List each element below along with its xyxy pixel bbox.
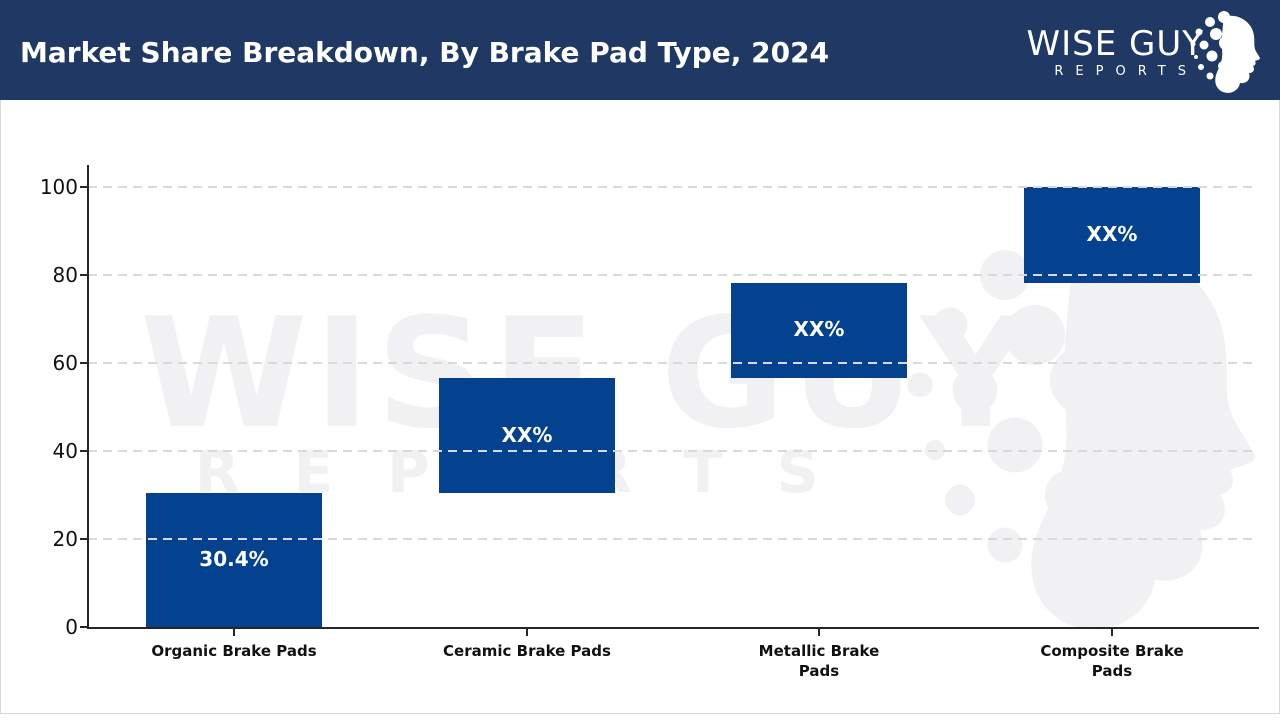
bar-value-label: XX% [793, 317, 845, 342]
y-tick-mark [80, 274, 87, 276]
x-category-label: Composite Brake Pads [1040, 642, 1184, 681]
logo-wordmark: WISE GUY [1026, 24, 1204, 64]
x-tick-mark [1111, 629, 1113, 636]
y-tick-mark [80, 450, 87, 452]
y-tick-label: 0 [65, 615, 78, 639]
x-category-label: Metallic Brake Pads [758, 642, 880, 681]
y-tick-label: 60 [52, 351, 78, 375]
waterfall-bar-segment [146, 493, 322, 627]
logo-subtitle: REPORTS [1054, 64, 1198, 79]
y-axis-line [87, 165, 89, 629]
y-tick-label: 40 [52, 439, 78, 463]
y-gridline [88, 186, 1258, 188]
y-tick-label: 80 [52, 263, 78, 287]
x-category-label: Organic Brake Pads [151, 642, 317, 660]
y-tick-mark [80, 538, 87, 540]
bar-value-label: 30.4% [199, 547, 269, 572]
x-tick-mark [526, 629, 528, 636]
header-band: Market Share Breakdown, By Brake Pad Typ… [0, 0, 1280, 100]
y-tick-label: 20 [52, 527, 78, 551]
waterfall-chart: 0 20 40 60 80 100 30.4% Organic Brake Pads XX% Ce… [0, 100, 1280, 720]
bar-value-label: XX% [1086, 221, 1138, 246]
y-gridline [88, 362, 1258, 364]
head-profile-icon [1190, 11, 1260, 93]
y-tick-mark [80, 186, 87, 188]
page-title: Market Share Breakdown, By Brake Pad Typ… [20, 36, 830, 69]
bar-value-label: XX% [501, 422, 553, 447]
y-gridline [88, 274, 1258, 276]
wise-guy-logo: WISE GUY REPORTS [1012, 8, 1262, 94]
y-tick-mark [80, 362, 87, 364]
y-tick-label: 100 [39, 175, 78, 199]
x-axis-line [87, 627, 1259, 629]
x-category-label: Ceramic Brake Pads [443, 642, 611, 660]
y-gridline [88, 450, 1258, 452]
x-tick-mark [233, 629, 235, 636]
x-tick-mark [818, 629, 820, 636]
y-tick-mark [80, 626, 87, 628]
waterfall-bar-segment [439, 377, 615, 494]
y-gridline [88, 538, 1258, 540]
